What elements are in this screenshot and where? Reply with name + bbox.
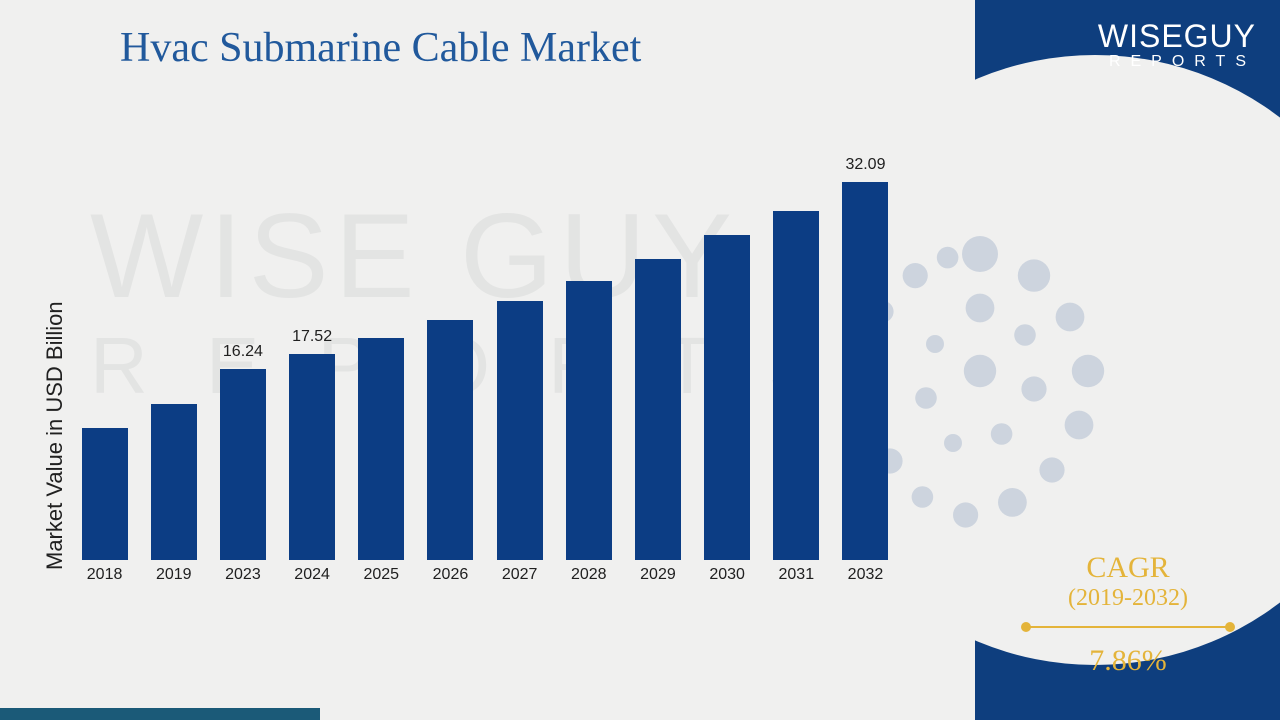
x-tick-label: 2023 xyxy=(208,566,277,584)
bar xyxy=(427,320,473,560)
bar xyxy=(497,301,543,560)
x-tick-label: 2025 xyxy=(347,566,416,584)
bar xyxy=(635,259,681,560)
bar-group xyxy=(416,320,485,560)
bar xyxy=(151,404,197,560)
cagr-panel: CAGR (2019-2032) 7.86% xyxy=(1008,551,1248,678)
x-tick-label: 2028 xyxy=(554,566,623,584)
logo-text-line1: WISEGUY xyxy=(1098,18,1256,55)
bar-group: 16.24 xyxy=(208,369,277,560)
bar xyxy=(220,369,266,560)
cagr-range: (2019-2032) xyxy=(1008,585,1248,612)
bar-group xyxy=(693,235,762,560)
x-tick-label: 2024 xyxy=(278,566,347,584)
bar xyxy=(842,182,888,560)
bar-value-label: 17.52 xyxy=(292,328,332,346)
x-tick-label: 2019 xyxy=(139,566,208,584)
x-tick-label: 2027 xyxy=(485,566,554,584)
bars-container: 16.2417.5232.09 xyxy=(70,160,900,560)
brand-logo: WISEGUY REPORTS xyxy=(1098,18,1256,71)
x-tick-label: 2018 xyxy=(70,566,139,584)
bar xyxy=(704,235,750,560)
x-axis-labels: 2018201920232024202520262027202820292030… xyxy=(70,566,900,584)
bar-group xyxy=(554,281,623,560)
bar-chart: 16.2417.5232.09 xyxy=(70,160,900,560)
x-tick-label: 2031 xyxy=(762,566,831,584)
cagr-divider xyxy=(1026,626,1230,628)
logo-text-line2: REPORTS xyxy=(1098,53,1256,71)
bar-group xyxy=(762,211,831,560)
footer-accent-bar xyxy=(0,708,320,720)
x-tick-label: 2032 xyxy=(831,566,900,584)
bar-group xyxy=(139,404,208,560)
bar xyxy=(566,281,612,560)
bar-group xyxy=(485,301,554,560)
bar-group: 17.52 xyxy=(278,354,347,560)
chart-title: Hvac Submarine Cable Market xyxy=(120,24,641,72)
cagr-label: CAGR xyxy=(1008,551,1248,585)
bar-group xyxy=(623,259,692,560)
bar-group: 32.09 xyxy=(831,182,900,560)
x-tick-label: 2030 xyxy=(693,566,762,584)
bar-value-label: 32.09 xyxy=(845,156,885,174)
x-tick-label: 2029 xyxy=(623,566,692,584)
x-tick-label: 2026 xyxy=(416,566,485,584)
bar-group xyxy=(347,338,416,560)
bar-value-label: 16.24 xyxy=(223,343,263,361)
bar xyxy=(358,338,404,560)
y-axis-label: Market Value in USD Billion xyxy=(42,301,68,570)
bar-group xyxy=(70,428,139,560)
bar xyxy=(773,211,819,560)
cagr-value: 7.86% xyxy=(1008,644,1248,678)
bar xyxy=(289,354,335,560)
bar xyxy=(82,428,128,560)
